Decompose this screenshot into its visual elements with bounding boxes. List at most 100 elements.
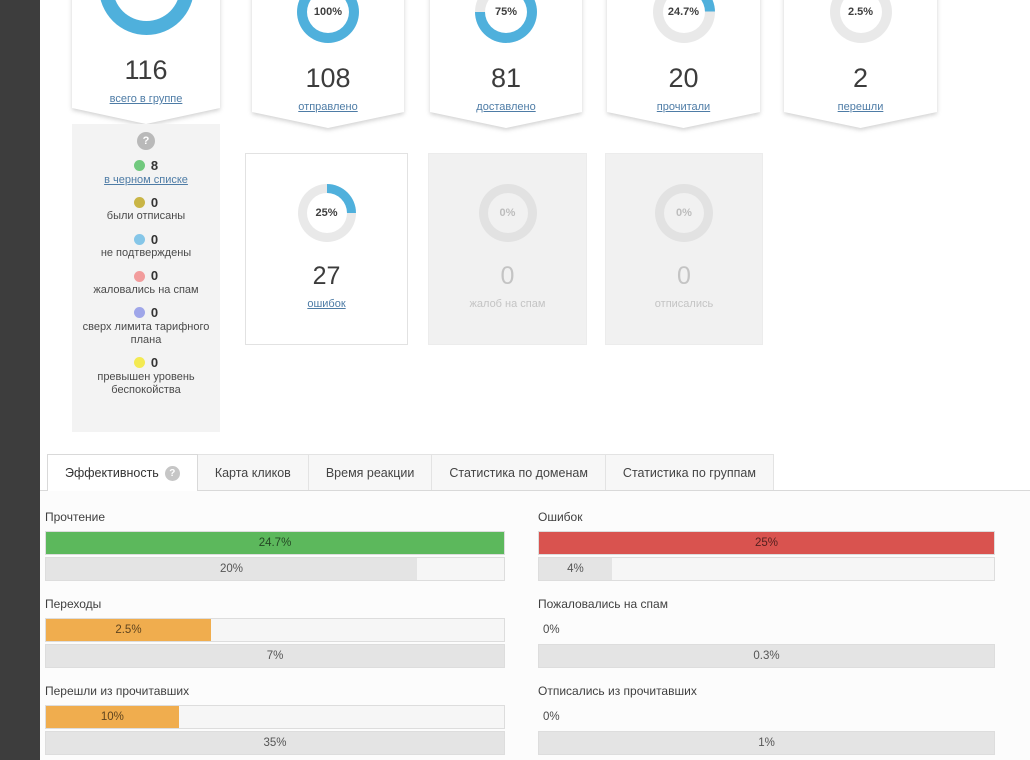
spam-value: 0 xyxy=(500,262,515,290)
stats-tabstrip: Эффективность ? Карта кликов Время реакц… xyxy=(40,454,1030,491)
metric-click-of-read: Перешли из прочитавших 10% 35% xyxy=(45,684,505,755)
spam-complaints-dot xyxy=(133,270,145,282)
spam-complaints-average-value: 0.3% xyxy=(753,650,780,662)
metrics-column-right: Ошибок 25% 4% Пожаловались на спам 0% xyxy=(538,510,995,760)
spam-complaints-fill: 0% xyxy=(539,619,994,641)
tab-effectiveness[interactable]: Эффективность ? xyxy=(47,454,198,491)
over-limit-dot xyxy=(133,307,145,319)
spam-complaints-label: жаловались на спам xyxy=(93,283,199,296)
spam-complaints-bar-value: 0% xyxy=(543,624,560,636)
metric-title: Пожаловались на спам xyxy=(538,597,668,611)
metric-title: Отписались из прочитавших xyxy=(538,684,697,698)
legend-item-anxiety-exceeded: 0 превышен уровень беспокойства xyxy=(77,355,215,397)
errors-average-bar: 4% xyxy=(538,557,995,581)
tab-click-map[interactable]: Карта кликов xyxy=(196,454,309,490)
tab-domain-stats-label: Статистика по доменам xyxy=(449,465,588,480)
read-rate-average-value: 20% xyxy=(219,563,243,575)
total-value: 116 xyxy=(124,55,168,85)
errors-bar: 25% xyxy=(538,531,995,555)
anxiety-dot xyxy=(133,357,145,369)
errors-donut-chart: 25% xyxy=(297,184,356,242)
legend-item-unsubscribed: 0 были отписаны xyxy=(107,195,185,224)
anxiety-value: 0 xyxy=(150,355,159,371)
metric-errors: Ошибок 25% 4% xyxy=(538,510,995,581)
read-value: 20 xyxy=(668,63,699,93)
sent-link[interactable]: отправлено xyxy=(298,101,358,113)
metric-unsub-of-read: Отписались из прочитавших 0% 1% xyxy=(538,684,995,755)
tab-domain-stats[interactable]: Статистика по доменам xyxy=(431,454,606,490)
metric-click-rate: Переходы 2.5% 7% xyxy=(45,597,505,668)
metric-title: Переходы xyxy=(45,597,102,611)
click-of-read-average-fill: 35% xyxy=(46,732,504,754)
tab-reaction-time[interactable]: Время реакции xyxy=(307,454,433,490)
unsub-of-read-average-bar: 1% xyxy=(538,731,995,755)
read-rate-fill: 24.7% xyxy=(46,532,504,554)
errors-average-value: 4% xyxy=(567,563,584,575)
errors-value: 27 xyxy=(312,262,341,290)
delivered-link[interactable]: доставлено xyxy=(476,101,536,113)
click-of-read-value: 10% xyxy=(100,711,124,723)
click-rate-bar: 2.5% xyxy=(45,618,505,642)
unsub-donut-chart: 0% xyxy=(655,184,713,242)
spam-donut-chart: 0% xyxy=(478,184,537,242)
sent-donut-chart: 100% xyxy=(297,0,359,43)
sent-value: 108 xyxy=(305,63,351,93)
unsub-of-read-bar-value: 0% xyxy=(543,711,560,723)
clicked-donut-chart: 2.5% xyxy=(830,0,892,43)
delivered-donut-percent: 75% xyxy=(485,0,527,33)
blacklist-dot xyxy=(133,160,145,172)
unsub-value: 0 xyxy=(677,262,691,290)
tab-group-stats-label: Статистика по группам xyxy=(622,465,756,480)
delivered-donut-chart: 75% xyxy=(475,0,537,43)
click-of-read-average-value: 35% xyxy=(263,737,287,749)
left-rail xyxy=(0,0,40,760)
sent-donut-percent: 100% xyxy=(307,0,349,33)
read-rate-value: 24.7% xyxy=(258,537,292,549)
spam-card: 0% 0 жалоб на спам xyxy=(428,153,587,345)
unsub-label: отписались xyxy=(654,298,714,310)
unsub-of-read-average-fill: 1% xyxy=(539,732,994,754)
total-link[interactable]: всего в группе xyxy=(109,93,183,105)
unsub-donut-percent: 0% xyxy=(664,193,704,233)
click-rate-value: 2.5% xyxy=(115,624,142,636)
spam-complaints-average-bar: 0.3% xyxy=(538,644,995,668)
spam-donut-percent: 0% xyxy=(487,193,528,233)
errors-fill: 25% xyxy=(539,532,994,554)
unconfirmed-dot xyxy=(133,233,145,245)
legend-item-blacklist: 8 в черном списке xyxy=(104,158,188,187)
read-rate-average-bar: 20% xyxy=(45,557,505,581)
metric-title: Перешли из прочитавших xyxy=(45,684,190,698)
errors-link[interactable]: ошибок xyxy=(307,298,346,310)
read-link[interactable]: прочитали xyxy=(656,101,711,113)
effectiveness-help-icon[interactable]: ? xyxy=(164,465,180,481)
blacklist-link[interactable]: в черном списке xyxy=(104,173,188,186)
errors-donut-percent: 25% xyxy=(306,193,347,233)
metric-spam-complaints: Пожаловались на спам 0% 0.3% xyxy=(538,597,995,668)
legend-item-spam-complaints: 0 жаловались на спам xyxy=(93,268,198,297)
total-donut-chart xyxy=(99,0,194,35)
metric-title: Ошибок xyxy=(538,510,583,524)
click-rate-average-value: 7% xyxy=(266,650,284,662)
stat-card-sent: 100% 108 отправлено xyxy=(252,0,404,128)
tab-group-stats[interactable]: Статистика по группам xyxy=(604,454,774,490)
clicked-link[interactable]: перешли xyxy=(837,101,884,113)
click-rate-average-fill: 7% xyxy=(46,645,504,667)
stat-card-read: 24.7% 20 прочитали xyxy=(607,0,760,128)
spam-complaints-bar: 0% xyxy=(538,618,995,642)
spam-complaints-average-fill: 0.3% xyxy=(539,645,994,667)
unsubscribed-value: 0 xyxy=(150,194,159,210)
stat-card-clicked: 2.5% 2 перешли xyxy=(784,0,937,128)
blacklist-value: 8 xyxy=(150,158,159,173)
over-limit-label: сверх лимита тарифного плана xyxy=(82,320,210,346)
read-rate-average-fill: 20% xyxy=(46,558,417,580)
anxiety-label: превышен уровень беспокойства xyxy=(97,370,195,396)
click-of-read-fill: 10% xyxy=(46,706,179,728)
legend-help-icon[interactable]: ? xyxy=(137,132,155,150)
unconfirmed-label: не подтверждены xyxy=(100,247,192,260)
metric-read-rate: Прочтение 24.7% 20% xyxy=(45,510,505,581)
unsubscribed-label: были отписаны xyxy=(106,210,186,223)
unsub-of-read-average-value: 1% xyxy=(758,737,775,749)
stat-card-delivered: 75% 81 доставлено xyxy=(430,0,582,128)
unsubscribed-dot xyxy=(133,197,145,209)
